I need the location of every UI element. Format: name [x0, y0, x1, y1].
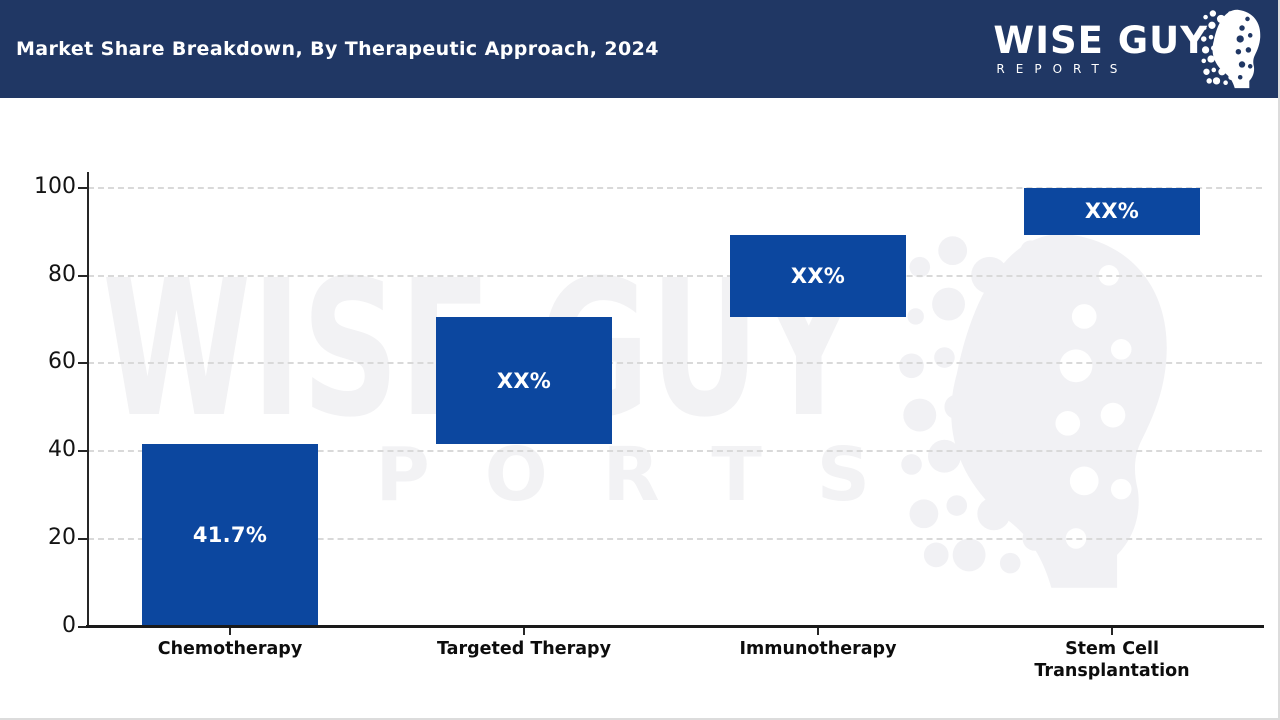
x-axis-label-stem-cell-transplantation: Stem Cell Transplantation [1034, 639, 1190, 681]
y-tick-label-60: 60 [48, 349, 76, 375]
bar-value-label-immunotherapy: XX% [790, 263, 846, 288]
bar-value-label-targeted-therapy: XX% [496, 368, 552, 393]
gridline-20 [88, 537, 1262, 540]
y-tick-label-40: 40 [48, 437, 76, 463]
bar-chemotherapy: 41.7% [142, 443, 318, 627]
y-axis-line [87, 172, 89, 628]
x-tick-mark-stem-cell-transplantation [1111, 627, 1113, 635]
logo-subtitle: REPORTS [996, 62, 1129, 76]
x-tick-mark-targeted-therapy [523, 627, 525, 635]
y-tick-mark-0 [78, 625, 87, 628]
y-tick-mark-40 [78, 450, 87, 453]
logo-wordmark: WISE GUY [993, 19, 1208, 62]
bar-stem-cell-transplantation: XX% [1024, 188, 1200, 235]
bar-targeted-therapy: XX% [436, 317, 612, 444]
x-axis-label-chemotherapy: Chemotherapy [157, 639, 303, 659]
y-tick-label-20: 20 [48, 524, 76, 550]
watermark-face-icon [872, 226, 1206, 596]
x-tick-mark-chemotherapy [229, 627, 231, 635]
y-tick-label-0: 0 [62, 612, 76, 638]
chart-title: Market Share Breakdown, By Therapeutic A… [16, 38, 659, 60]
dotted-face-icon [1200, 8, 1264, 90]
y-tick-label-100: 100 [34, 174, 76, 200]
gridline-60 [88, 362, 1262, 365]
y-tick-mark-100 [78, 187, 87, 190]
x-tick-mark-immunotherapy [817, 627, 819, 635]
bar-value-label-chemotherapy: 41.7% [192, 523, 268, 548]
x-axis-line [86, 625, 1264, 628]
gridline-100 [88, 187, 1262, 190]
y-tick-label-80: 80 [48, 261, 76, 287]
bar-value-label-stem-cell-transplantation: XX% [1084, 199, 1140, 224]
wise-guy-reports-logo: WISE GUY REPORTS [993, 8, 1264, 90]
x-axis-label-targeted-therapy: Targeted Therapy [436, 639, 611, 659]
header-bar: Market Share Breakdown, By Therapeutic A… [0, 0, 1278, 98]
y-tick-mark-60 [78, 362, 87, 365]
logo-text: WISE GUY REPORTS [993, 22, 1208, 76]
gridline-40 [88, 450, 1262, 453]
gridline-80 [88, 274, 1262, 277]
bar-immunotherapy: XX% [730, 234, 906, 318]
x-axis-label-immunotherapy: Immunotherapy [739, 639, 897, 659]
y-tick-mark-20 [78, 537, 87, 540]
y-tick-mark-80 [78, 274, 87, 277]
